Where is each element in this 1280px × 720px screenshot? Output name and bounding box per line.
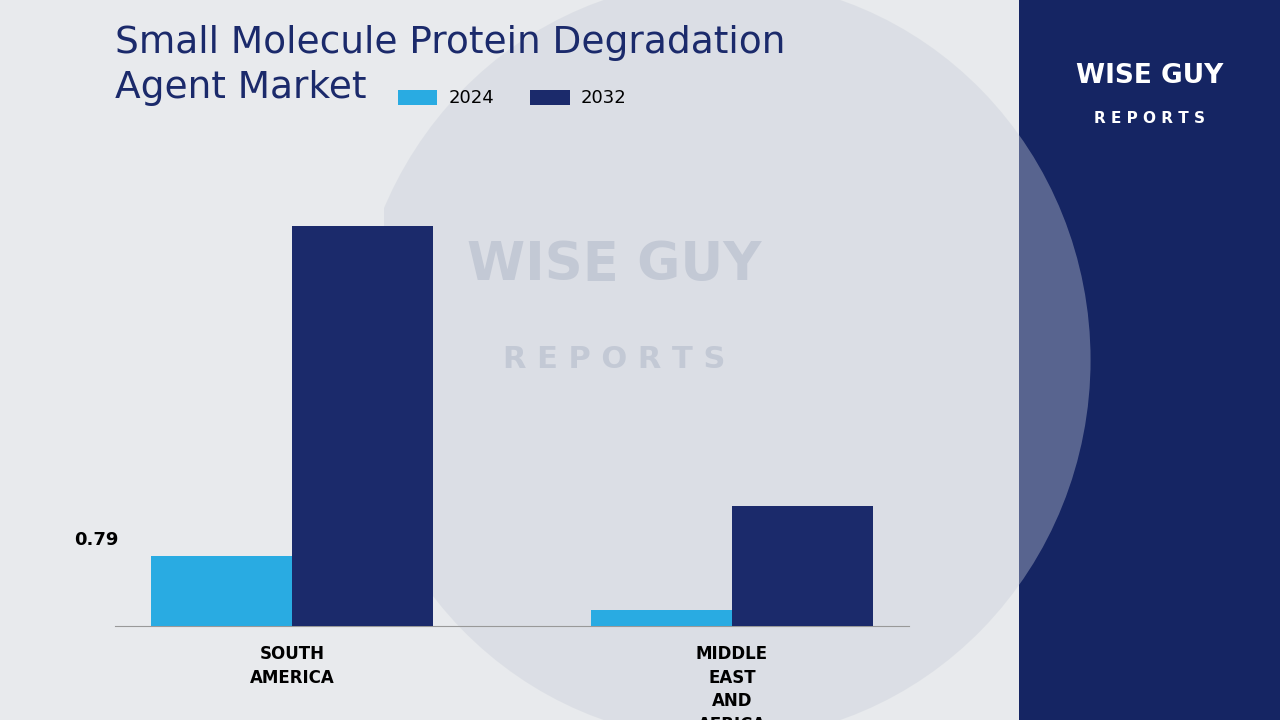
Text: WISE GUY: WISE GUY [467,239,762,291]
Legend: 2024, 2032: 2024, 2032 [390,82,634,114]
Text: WISE GUY: WISE GUY [1075,63,1224,89]
Bar [732,506,873,626]
Bar [591,611,732,626]
Text: R E P O R T S: R E P O R T S [503,346,726,374]
Bar [151,556,292,626]
Text: Small Molecule Protein Degradation
Agent Market: Small Molecule Protein Degradation Agent… [115,25,786,106]
Text: 0.79: 0.79 [74,531,118,549]
Circle shape [353,0,1091,720]
Bar [292,226,433,626]
Text: R E P O R T S: R E P O R T S [1094,112,1204,126]
